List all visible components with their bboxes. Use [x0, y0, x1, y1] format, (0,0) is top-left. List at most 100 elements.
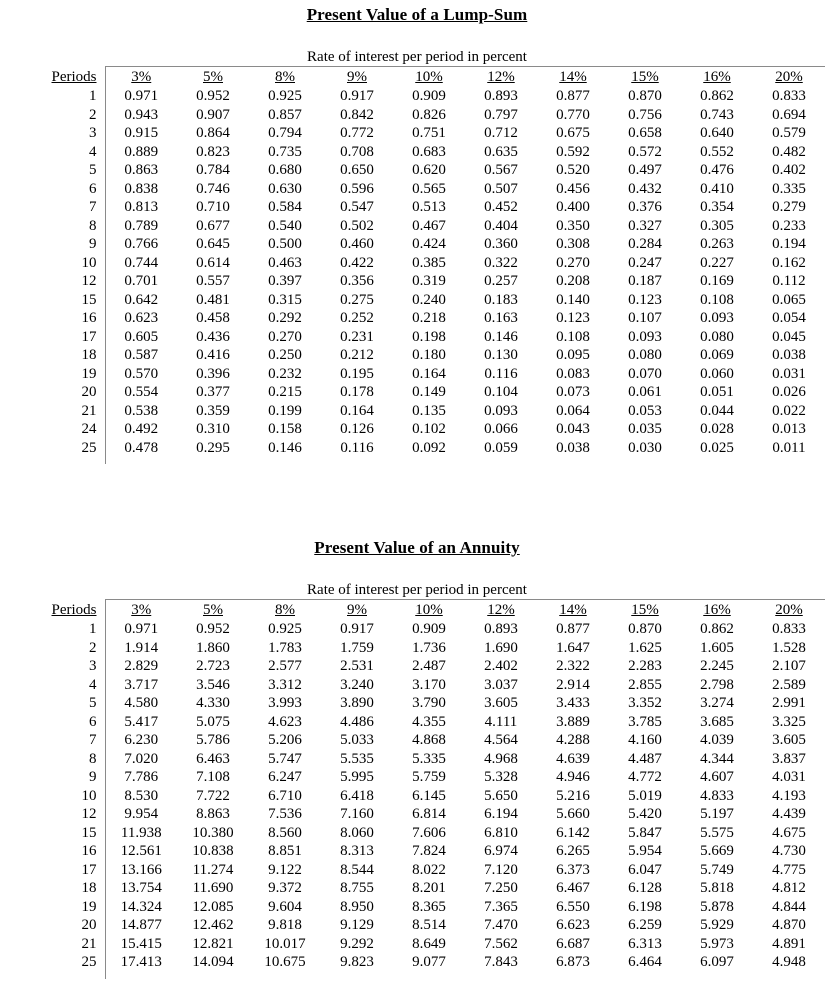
value-cell: 0.397 — [268, 273, 302, 289]
value-cell: 0.065 — [772, 291, 806, 308]
value-cell: 6.464 — [628, 954, 662, 970]
rate-column-header-label: 10% — [415, 69, 443, 85]
value-cell: 0.270 — [556, 254, 590, 271]
value-cell: 0.744 — [104, 253, 177, 272]
value-cell: 0.308 — [556, 236, 590, 252]
value-cell: 0.952 — [196, 88, 230, 104]
value-cell: 9.292 — [340, 935, 374, 952]
table-rule-tail-cell — [104, 457, 177, 464]
value-cell: 8.544 — [340, 861, 374, 878]
lump-sum-row: 19 0.570 0.396 0.232 0.195 0.164 0.116 0.083 0.0… — [20, 364, 825, 383]
value-cell: 7.108 — [196, 769, 230, 785]
value-cell: 0.404 — [484, 217, 518, 234]
value-cell: 0.257 — [484, 273, 518, 289]
value-cell: 7.606 — [412, 824, 446, 841]
value-cell: 10.838 — [192, 843, 234, 859]
value-cell: 0.570 — [104, 364, 177, 383]
value-cell: 0.135 — [412, 402, 446, 419]
lump-sum-row: 17 0.605 0.436 0.270 0.231 0.198 0.146 0.108 0.0… — [20, 327, 825, 346]
value-cell: 6.097 — [700, 954, 734, 970]
value-cell: 1.736 — [412, 639, 446, 656]
value-cell: 0.554 — [104, 383, 177, 402]
value-cell: 1.605 — [700, 639, 734, 656]
value-cell: 3.993 — [268, 695, 302, 711]
period-cell: 2 — [89, 639, 97, 656]
value-cell: 0.013 — [772, 421, 806, 437]
value-cell: 6.145 — [412, 787, 446, 804]
table-rule-tail-cell — [609, 972, 681, 979]
annuity-row: 15 11.938 10.380 8.560 8.060 7.606 6.810 6.142 5… — [20, 823, 825, 842]
value-cell: 11.274 — [192, 861, 234, 878]
value-cell: 0.789 — [104, 216, 177, 235]
annuity-table: Periods 3% 5% 8% 9% 10% 12% 14% 15% 16% 20% 1 0.971 0… — [20, 599, 825, 979]
rate-column-header-20pct: 20% — [753, 66, 825, 87]
value-cell: 0.402 — [772, 162, 806, 178]
period-cell: 3 — [89, 125, 97, 141]
annuity-caption: Rate of interest per period in percent — [307, 582, 527, 598]
value-cell: 0.195 — [340, 365, 374, 382]
value-cell: 6.265 — [556, 843, 590, 859]
value-cell: 0.943 — [104, 105, 177, 124]
value-cell: 3.312 — [268, 676, 302, 693]
value-cell: 0.212 — [340, 347, 374, 363]
value-cell: 14.094 — [192, 954, 234, 970]
value-cell: 4.870 — [772, 917, 806, 933]
value-cell: 0.538 — [104, 401, 177, 420]
value-cell: 1.528 — [772, 639, 806, 656]
period-cell: 20 — [81, 917, 97, 933]
table-rule-tail-cell — [20, 457, 105, 464]
value-cell: 4.948 — [772, 954, 806, 970]
value-cell: 1.625 — [628, 639, 662, 656]
annuity-row: 12 9.954 8.863 7.536 7.160 6.814 6.194 5.660 5.4… — [20, 805, 825, 824]
rate-column-header-label: 3% — [131, 69, 152, 85]
value-cell: 0.826 — [412, 106, 446, 123]
value-cell: 1.860 — [196, 639, 230, 656]
value-cell: 0.864 — [196, 125, 230, 141]
rate-column-header-14pct: 14% — [537, 599, 609, 620]
value-cell: 0.061 — [628, 384, 662, 400]
value-cell: 9.129 — [340, 917, 374, 933]
value-cell: 0.677 — [196, 217, 230, 234]
value-cell: 3.605 — [484, 695, 518, 711]
period-cell: 16 — [81, 843, 97, 859]
rate-column-header-5pct: 5% — [177, 66, 249, 87]
value-cell: 0.710 — [196, 199, 230, 215]
annuity-title: Present Value of an Annuity — [314, 538, 520, 557]
value-cell: 4.486 — [340, 713, 374, 730]
value-cell: 3.785 — [628, 713, 662, 730]
value-cell: 6.142 — [556, 824, 590, 841]
value-cell: 6.623 — [556, 917, 590, 933]
value-cell: 0.797 — [484, 106, 518, 123]
value-cell: 0.198 — [412, 328, 446, 345]
value-cell: 1.759 — [340, 639, 374, 656]
value-cell: 4.564 — [484, 732, 518, 748]
value-cell: 0.043 — [556, 421, 590, 437]
rate-column-header-16pct: 16% — [681, 599, 753, 620]
value-cell: 5.206 — [268, 732, 302, 748]
value-cell: 4.639 — [556, 750, 590, 767]
rate-column-header-label: 10% — [415, 602, 443, 618]
value-cell: 0.481 — [196, 291, 230, 308]
annuity-table-block: Present Value of an Annuity Rate of inte… — [0, 538, 834, 979]
value-cell: 10.380 — [192, 824, 234, 841]
period-cell: 10 — [81, 787, 97, 804]
value-cell: 0.502 — [340, 217, 374, 234]
value-cell: 0.650 — [340, 162, 374, 178]
value-cell: 0.335 — [772, 180, 806, 197]
period-cell: 7 — [89, 732, 97, 748]
value-cell: 3.352 — [628, 695, 662, 711]
period-cell: 4 — [89, 676, 97, 693]
value-cell: 6.194 — [484, 806, 518, 822]
value-cell: 0.026 — [772, 384, 806, 400]
value-cell: 5.847 — [628, 824, 662, 841]
lump-sum-row: 1 0.971 0.952 0.925 0.917 0.909 0.893 0.877 0.87… — [20, 87, 825, 106]
value-cell: 5.973 — [700, 935, 734, 952]
rate-column-header-15pct: 15% — [609, 599, 681, 620]
value-cell: 0.596 — [340, 180, 374, 197]
value-cell: 0.376 — [628, 199, 662, 215]
value-cell: 8.514 — [412, 917, 446, 933]
value-cell: 5.878 — [700, 898, 734, 915]
value-cell: 0.327 — [628, 217, 662, 234]
lump-sum-row: 7 0.813 0.710 0.584 0.547 0.513 0.452 0.400 0.37… — [20, 198, 825, 217]
value-cell: 0.424 — [412, 236, 446, 252]
